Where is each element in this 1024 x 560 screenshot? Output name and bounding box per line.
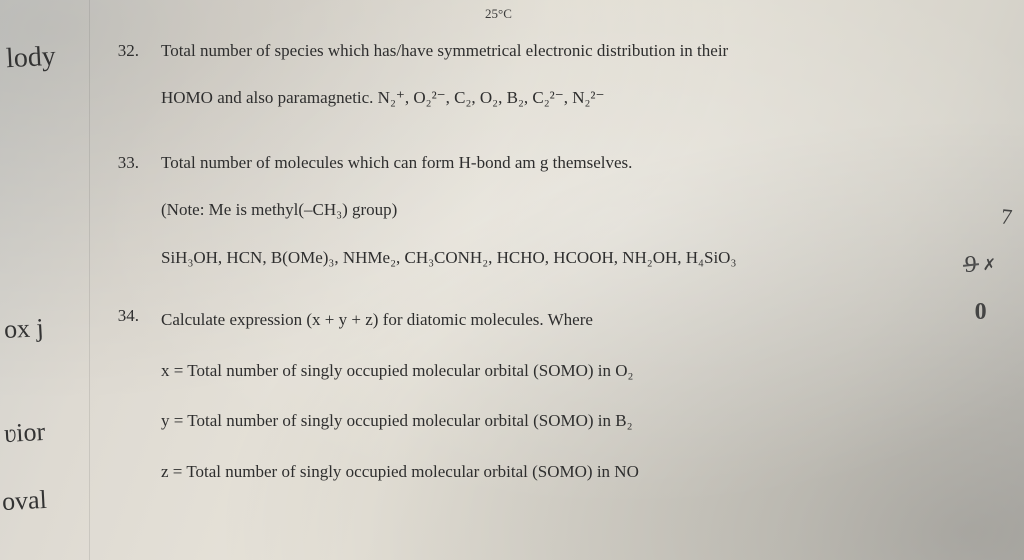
top-temperature-mark: 25°C (485, 6, 512, 22)
hand-right-mid: 9 ✗ 0 (965, 242, 996, 336)
question-34-body: Calculate expression (x + y + z) for dia… (161, 306, 994, 502)
question-34-line-y: y = Total number of singly occupied mole… (161, 407, 994, 436)
hand-right-top: 7 (989, 198, 1000, 241)
hand-right-x-icon: ✗ (983, 257, 996, 274)
hand-note-3: ʋior (3, 417, 46, 449)
left-margin: lody ox j ʋior oval (0, 0, 90, 560)
question-34-line-1: Calculate expression (x + y + z) for dia… (161, 306, 994, 335)
question-34-line-z: z = Total number of singly occupied mole… (161, 458, 994, 487)
question-32-number: 32. (105, 34, 139, 128)
hand-right-seven: 7 (999, 196, 1014, 240)
question-34: 34. Calculate expression (x + y + z) for… (105, 306, 994, 502)
question-32-line-1: Total number of species which has/have s… (161, 34, 994, 67)
question-34-line-x: x = Total number of singly occupied mole… (161, 357, 994, 386)
question-33-note: (Note: Me is methyl(–CH₃) group) (161, 193, 994, 226)
hand-note-4: oval (1, 485, 47, 517)
hand-note-1: lody (5, 41, 56, 76)
page-content: 25°C 32. Total number of species which h… (105, 12, 994, 519)
hand-note-2: ox j (3, 313, 44, 345)
question-33-species: SiH₃OH, HCN, B(OMe)₃, NHMe₂, CH₃CONH₂, H… (161, 241, 994, 274)
question-32-line-2: HOMO and also paramagnetic. N₂⁺, O₂²⁻, C… (161, 81, 994, 114)
question-32-body: Total number of species which has/have s… (161, 34, 994, 128)
hand-right-zero: 0 (975, 299, 987, 325)
question-33-number: 33. (105, 146, 139, 287)
question-32: 32. Total number of species which has/ha… (105, 34, 994, 128)
hand-right-nine-struck: 9 (965, 242, 977, 289)
question-33-line-1: Total number of molecules which can form… (161, 146, 994, 179)
question-33: 33. Total number of molecules which can … (105, 146, 994, 287)
question-34-number: 34. (105, 306, 139, 502)
question-33-body: Total number of molecules which can form… (161, 146, 994, 287)
